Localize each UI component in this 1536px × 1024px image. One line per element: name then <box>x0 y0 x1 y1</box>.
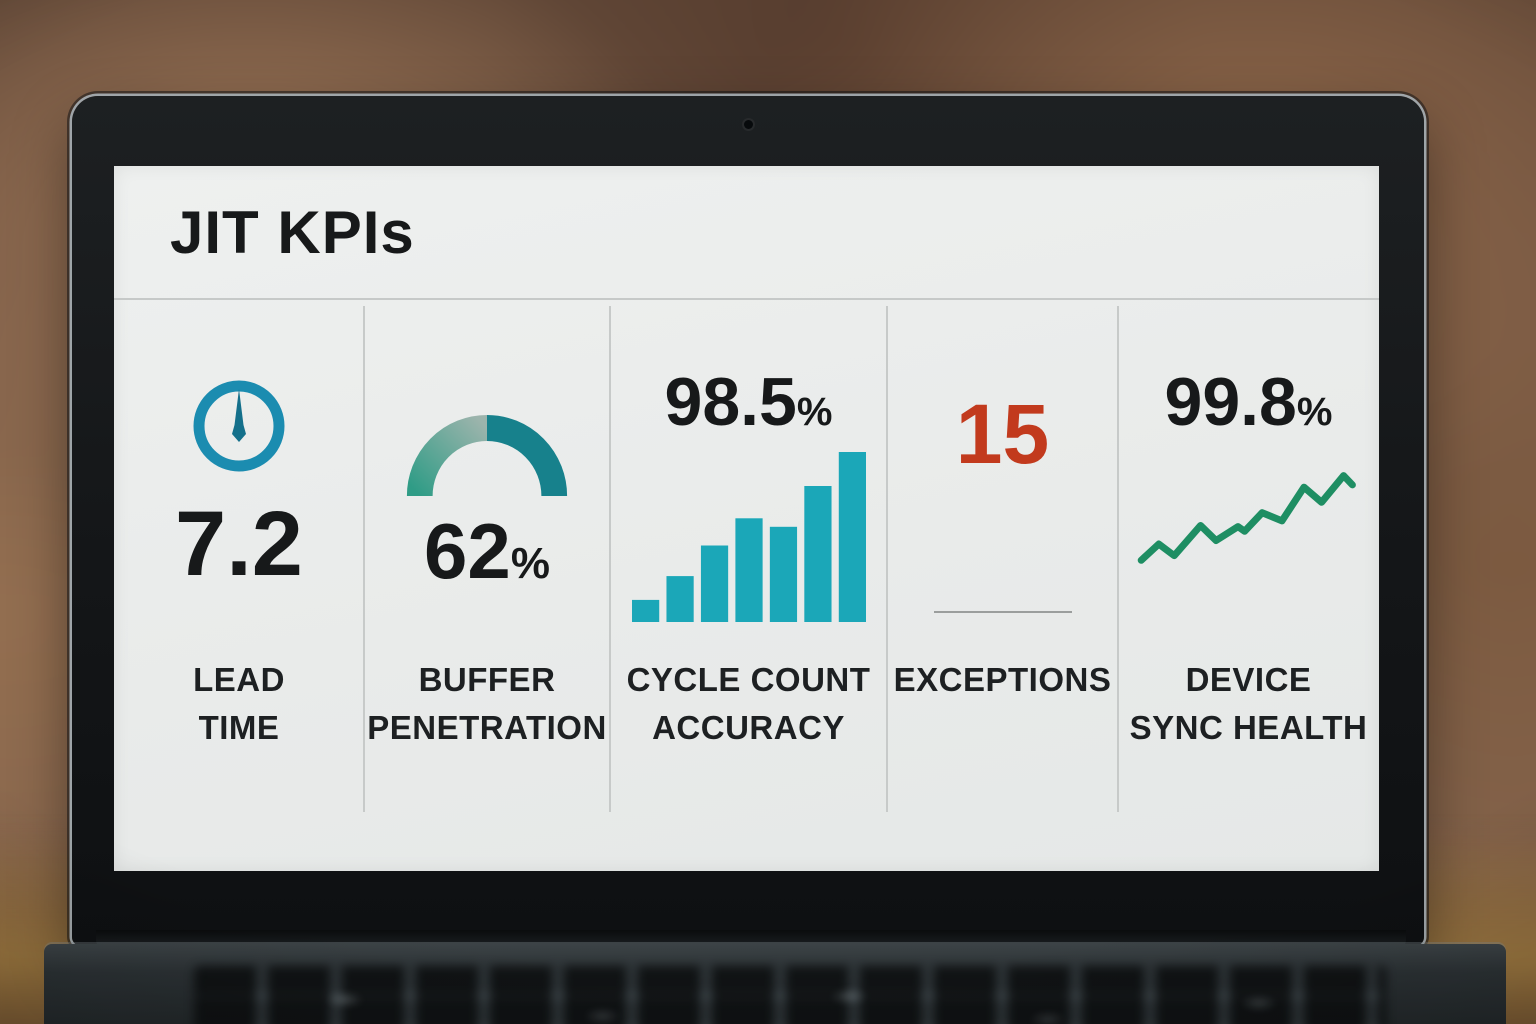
kpi-value-cycle-count-accuracy: 98.5% <box>610 368 887 436</box>
value-number: 7.2 <box>175 493 303 595</box>
cycle-count-bar-chart <box>610 452 887 622</box>
semicircle-gauge-chart <box>364 400 610 500</box>
kpi-label-buffer-penetration: BUFFER PENETRATION <box>367 661 607 746</box>
column-divider <box>363 306 365 812</box>
value-number: 98.5 <box>664 364 797 440</box>
kpi-card-cycle-count-accuracy: 98.5% CYCLE COUNT ACCURACY <box>610 300 887 869</box>
kpi-label-exceptions: EXCEPTIONS <box>893 661 1112 698</box>
laptop-hinge <box>96 930 1406 948</box>
value-unit: % <box>510 539 550 588</box>
value-number: 62 <box>424 507 511 595</box>
kpi-card-exceptions: 15 EXCEPTIONS <box>887 300 1118 869</box>
kpi-label-cycle-count-accuracy: CYCLE COUNT ACCURACY <box>626 661 871 746</box>
kpi-label-device-sync-health: DEVICE SYNC HEALTH <box>1129 661 1368 746</box>
column-divider <box>1117 306 1119 812</box>
kpi-card-device-sync-health: 99.8% DEVICE SYNC HEALTH <box>1118 300 1379 869</box>
column-divider <box>886 306 888 812</box>
kpi-card-lead-time: 7.2 LEAD TIME <box>114 300 364 869</box>
keyboard <box>194 966 1386 1024</box>
value-number: 99.8 <box>1164 364 1297 440</box>
laptop-lid: JIT KPIs 7.2 <box>72 96 1424 946</box>
value-unit: % <box>1296 390 1333 434</box>
webcam-dot <box>744 120 753 129</box>
gauge-clock-icon <box>114 376 364 476</box>
kpi-value-device-sync-health: 99.8% <box>1118 368 1379 436</box>
keyboard-highlights <box>204 970 1376 1024</box>
kpi-value-buffer-penetration: 62% <box>364 512 610 590</box>
value-number: 15 <box>955 387 1050 481</box>
kpi-columns: 7.2 LEAD TIME <box>114 300 1379 869</box>
laptop-base <box>44 944 1506 1024</box>
dashboard-screen: JIT KPIs 7.2 <box>114 166 1379 871</box>
column-divider <box>609 306 611 812</box>
dashboard-header: JIT KPIs <box>114 166 1379 300</box>
kpi-label-lead-time: LEAD TIME <box>193 661 285 746</box>
underline-rule <box>887 600 1118 618</box>
page-title: JIT KPIs <box>170 198 415 266</box>
kpi-value-lead-time: 7.2 <box>114 498 364 590</box>
sync-health-sparkline <box>1118 464 1379 582</box>
value-unit: % <box>796 390 833 434</box>
kpi-value-exceptions: 15 <box>887 392 1118 476</box>
kpi-card-buffer-penetration: 62% BUFFER PENETRATION <box>364 300 610 869</box>
